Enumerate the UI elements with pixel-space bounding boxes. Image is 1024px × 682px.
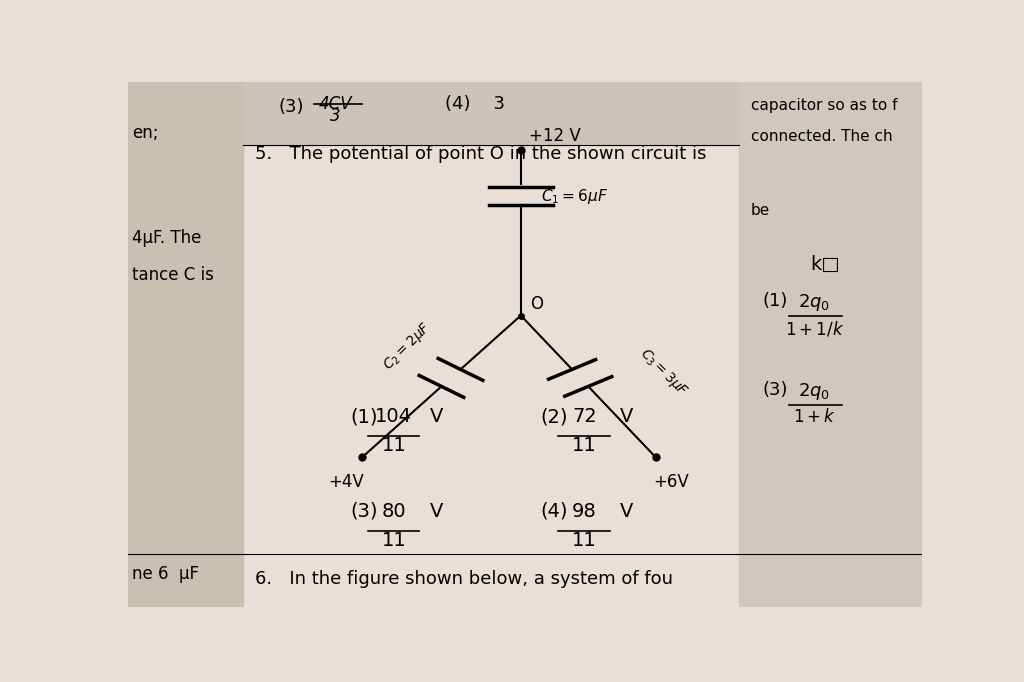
Text: capacitor so as to f: capacitor so as to f <box>751 98 897 113</box>
Text: 11: 11 <box>382 436 407 456</box>
Text: (4)    3: (4) 3 <box>445 95 506 113</box>
Text: $C_2 = 2\mu F$: $C_2 = 2\mu F$ <box>380 318 435 374</box>
Text: tance C is: tance C is <box>132 266 214 284</box>
Text: +6V: +6V <box>653 473 689 491</box>
Text: ne 6  μF: ne 6 μF <box>132 565 199 583</box>
Text: V: V <box>620 407 634 426</box>
Text: 11: 11 <box>572 436 597 456</box>
Text: 104: 104 <box>376 407 413 426</box>
Text: 4CV: 4CV <box>318 95 352 113</box>
Text: 11: 11 <box>572 531 597 550</box>
Text: $1+k$: $1+k$ <box>793 409 836 426</box>
Text: 4μF. The: 4μF. The <box>132 229 202 247</box>
Text: (1): (1) <box>350 407 378 426</box>
Text: V: V <box>430 502 443 521</box>
Text: $2q_0$: $2q_0$ <box>799 292 830 313</box>
Text: (3): (3) <box>350 502 378 521</box>
Text: 5.   The potential of point O in the shown circuit is: 5. The potential of point O in the shown… <box>255 145 707 163</box>
Text: (1): (1) <box>763 292 788 310</box>
Text: 3: 3 <box>331 107 341 125</box>
Text: $1+1/k$: $1+1/k$ <box>784 319 844 338</box>
Text: V: V <box>430 407 443 426</box>
Text: (2): (2) <box>541 407 568 426</box>
Bar <box>243 82 739 145</box>
Text: connected. The ch: connected. The ch <box>751 129 893 144</box>
Text: (3): (3) <box>279 98 304 115</box>
Text: 72: 72 <box>572 407 597 426</box>
Text: k□: k□ <box>811 255 840 274</box>
Text: $C_1 = 6\mu F$: $C_1 = 6\mu F$ <box>541 187 607 205</box>
Text: $2q_0$: $2q_0$ <box>799 381 830 402</box>
Text: 6.   In the figure shown below, a system of fou: 6. In the figure shown below, a system o… <box>255 570 673 588</box>
Bar <box>128 82 243 607</box>
Text: V: V <box>620 502 634 521</box>
Text: en;: en; <box>132 124 159 142</box>
Text: O: O <box>530 295 544 313</box>
Text: 11: 11 <box>382 531 407 550</box>
Text: (3): (3) <box>763 381 788 399</box>
Text: 80: 80 <box>382 502 407 521</box>
Text: (4): (4) <box>541 502 568 521</box>
Text: be: be <box>751 203 770 218</box>
Text: 98: 98 <box>572 502 597 521</box>
Bar <box>739 82 922 607</box>
Text: +4V: +4V <box>329 473 365 491</box>
Text: +12 V: +12 V <box>528 127 581 145</box>
Text: $C_3 = 3\mu F$: $C_3 = 3\mu F$ <box>636 345 691 400</box>
